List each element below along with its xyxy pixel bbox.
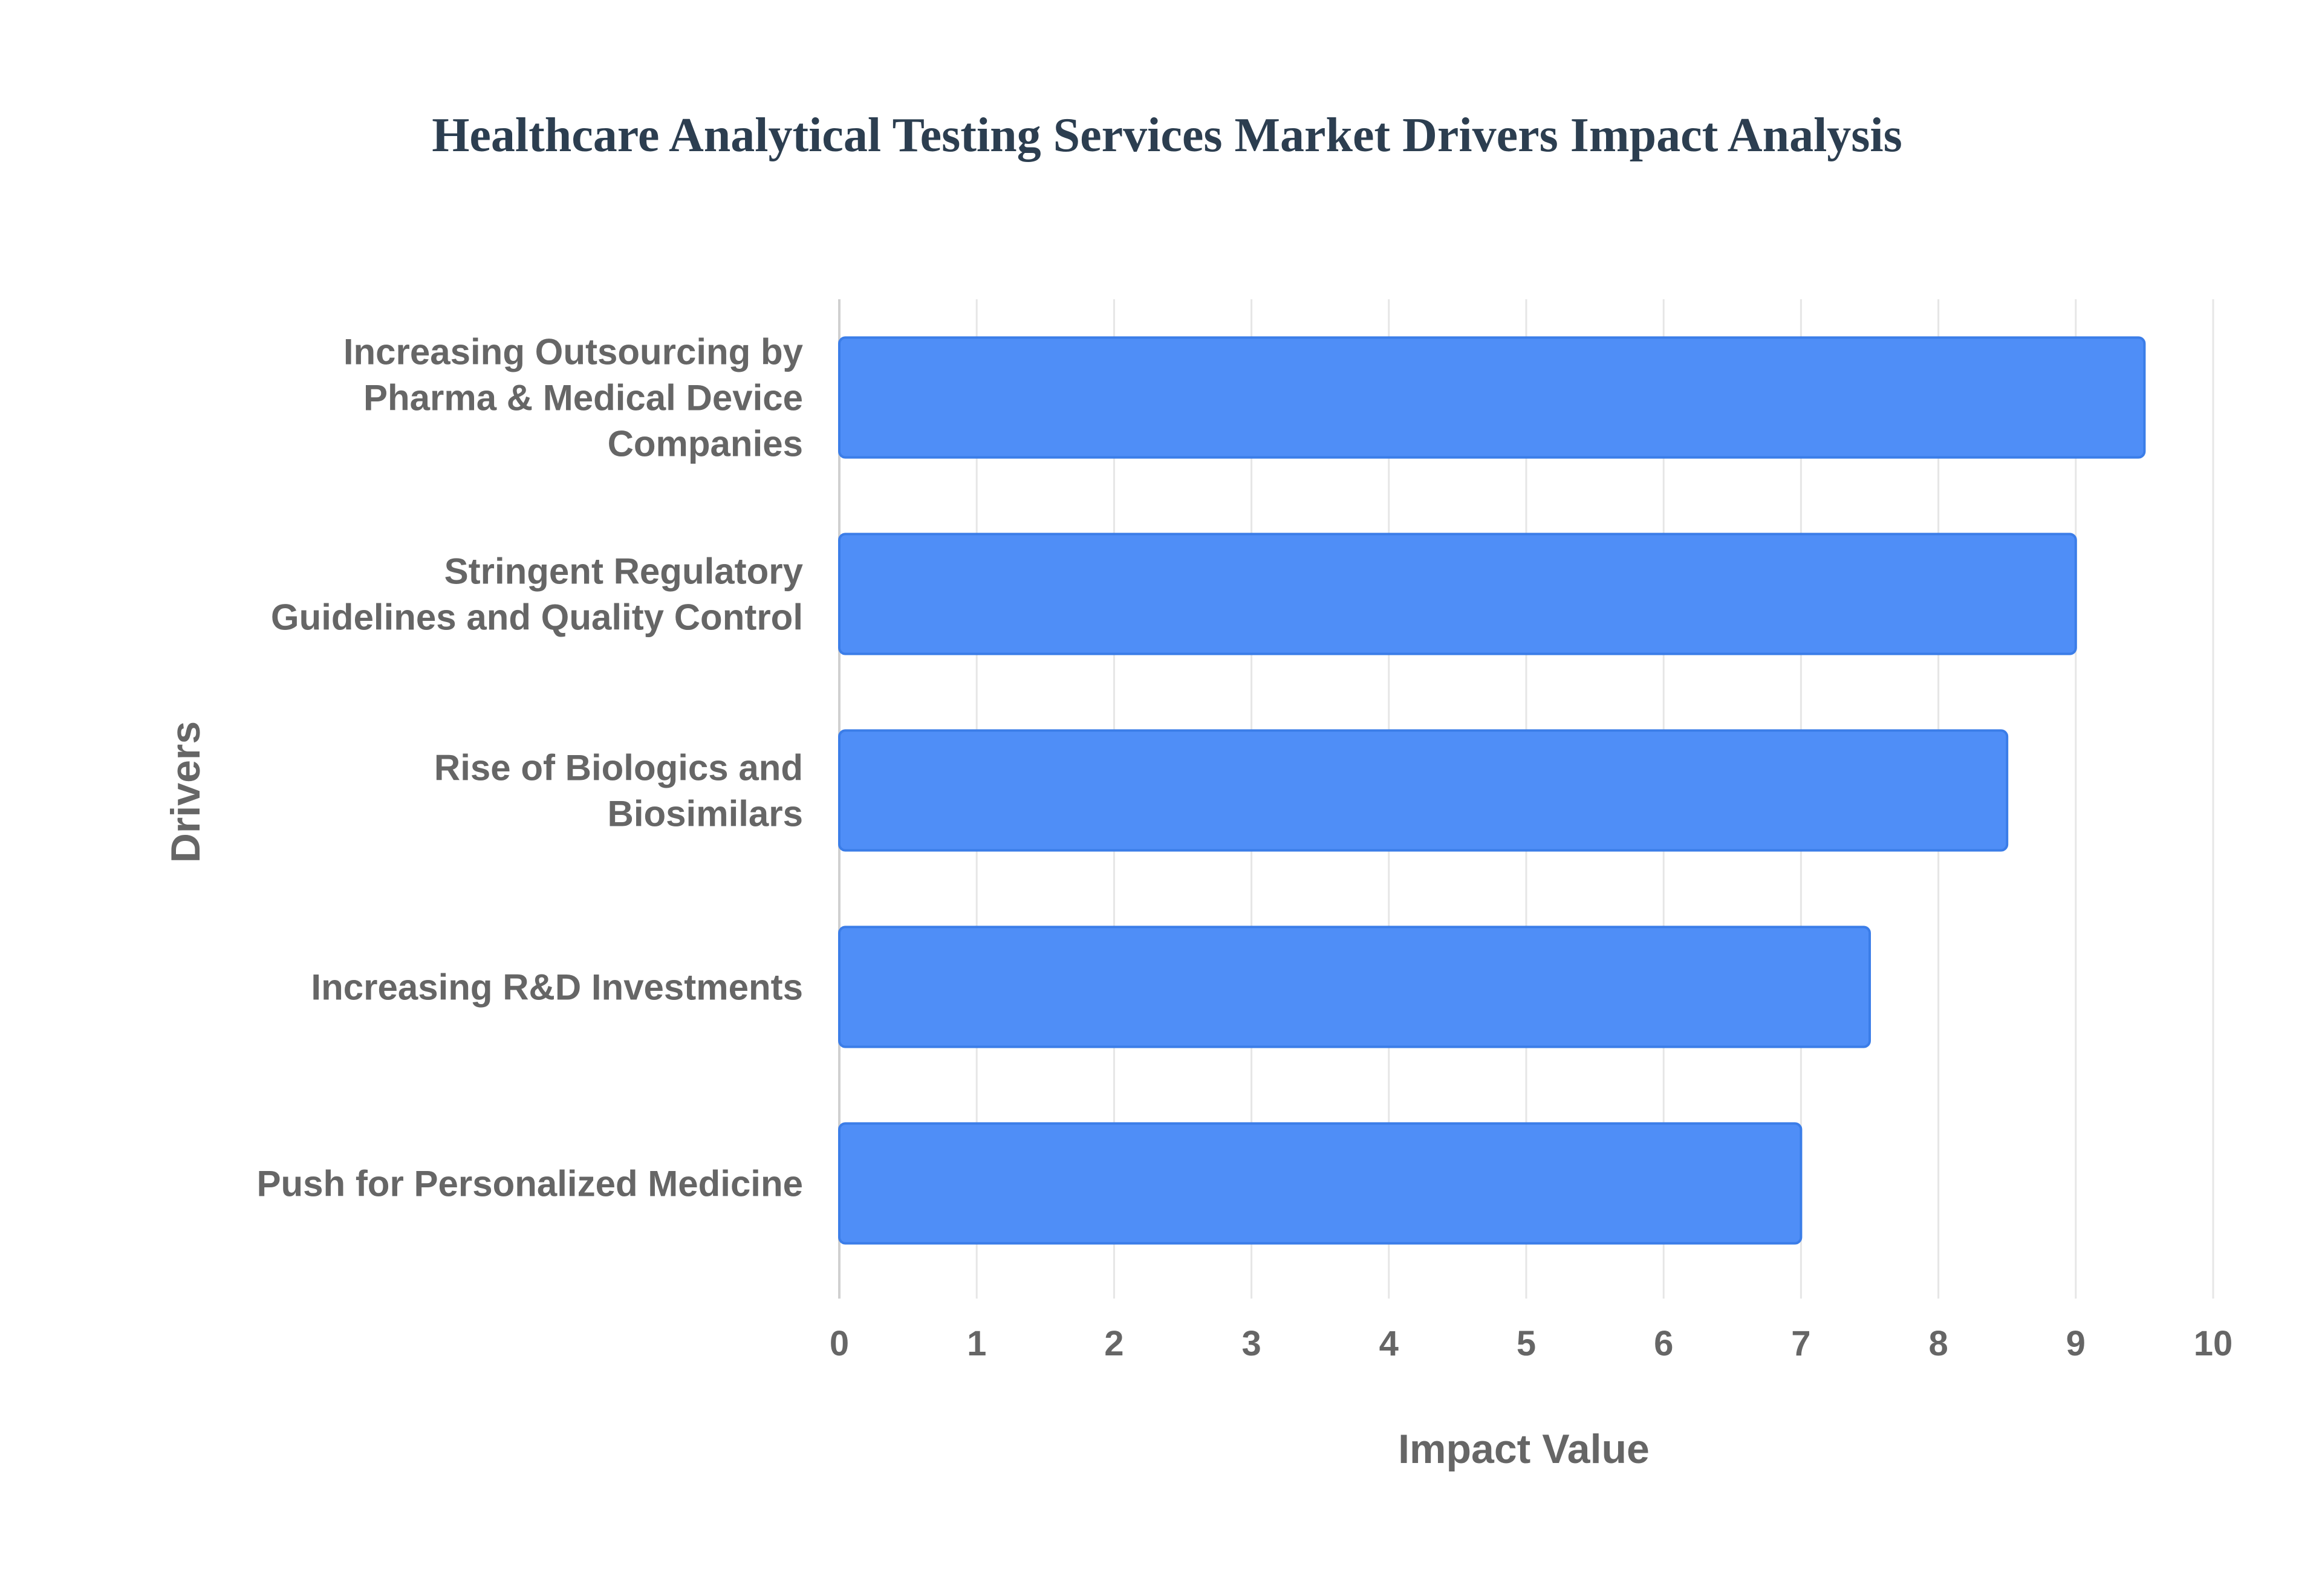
bar	[838, 336, 2146, 459]
category-label-line: Guidelines and Quality Control	[271, 597, 803, 638]
x-tick-label: 8	[1928, 1324, 1948, 1363]
x-tick-label: 3	[1241, 1324, 1261, 1363]
category-label-line: Pharma & Medical Device	[363, 378, 803, 418]
y-axis-title: Drivers	[163, 721, 209, 863]
bars	[838, 336, 2146, 1245]
category-label-line: Stringent Regulatory	[444, 551, 804, 592]
x-tick-labels: 0 1 2 3 4 5 6 7 8 9 10	[830, 1324, 2233, 1363]
chart-title: Healthcare Analytical Testing Services M…	[432, 109, 1902, 162]
bar	[838, 533, 2077, 655]
category-labels: Increasing Outsourcing by Pharma & Medica…	[256, 332, 803, 1204]
x-axis-title: Impact Value	[1398, 1426, 1650, 1472]
x-tick-label: 0	[830, 1324, 849, 1363]
bar	[838, 729, 2009, 852]
x-tick-label: 9	[2066, 1324, 2086, 1363]
category-label-line: Biosimilars	[608, 794, 803, 834]
x-tick-label: 7	[1791, 1324, 1810, 1363]
bar	[838, 926, 1871, 1048]
x-tick-label: 5	[1517, 1324, 1536, 1363]
category-label: Push for Personalized Medicine	[256, 1164, 803, 1204]
x-tick-label: 2	[1104, 1324, 1124, 1363]
category-label: Increasing R&D Investments	[311, 967, 803, 1008]
x-tick-label: 6	[1654, 1324, 1673, 1363]
category-label-line: Rise of Biologics and	[434, 748, 803, 788]
category-label-line: Increasing R&D Investments	[311, 967, 803, 1008]
category-label-line: Increasing Outsourcing by	[343, 332, 804, 372]
x-tick-label: 4	[1379, 1324, 1399, 1363]
category-label-line: Push for Personalized Medicine	[256, 1164, 803, 1204]
category-label: Rise of Biologics and Biosimilars	[434, 748, 803, 834]
x-tick-label: 1	[967, 1324, 986, 1363]
category-label: Stringent Regulatory Guidelines and Quali…	[271, 551, 804, 638]
bar	[838, 1122, 1803, 1245]
category-label: Increasing Outsourcing by Pharma & Medica…	[343, 332, 804, 464]
category-label-line: Companies	[608, 424, 803, 464]
x-tick-label: 10	[2194, 1324, 2233, 1363]
